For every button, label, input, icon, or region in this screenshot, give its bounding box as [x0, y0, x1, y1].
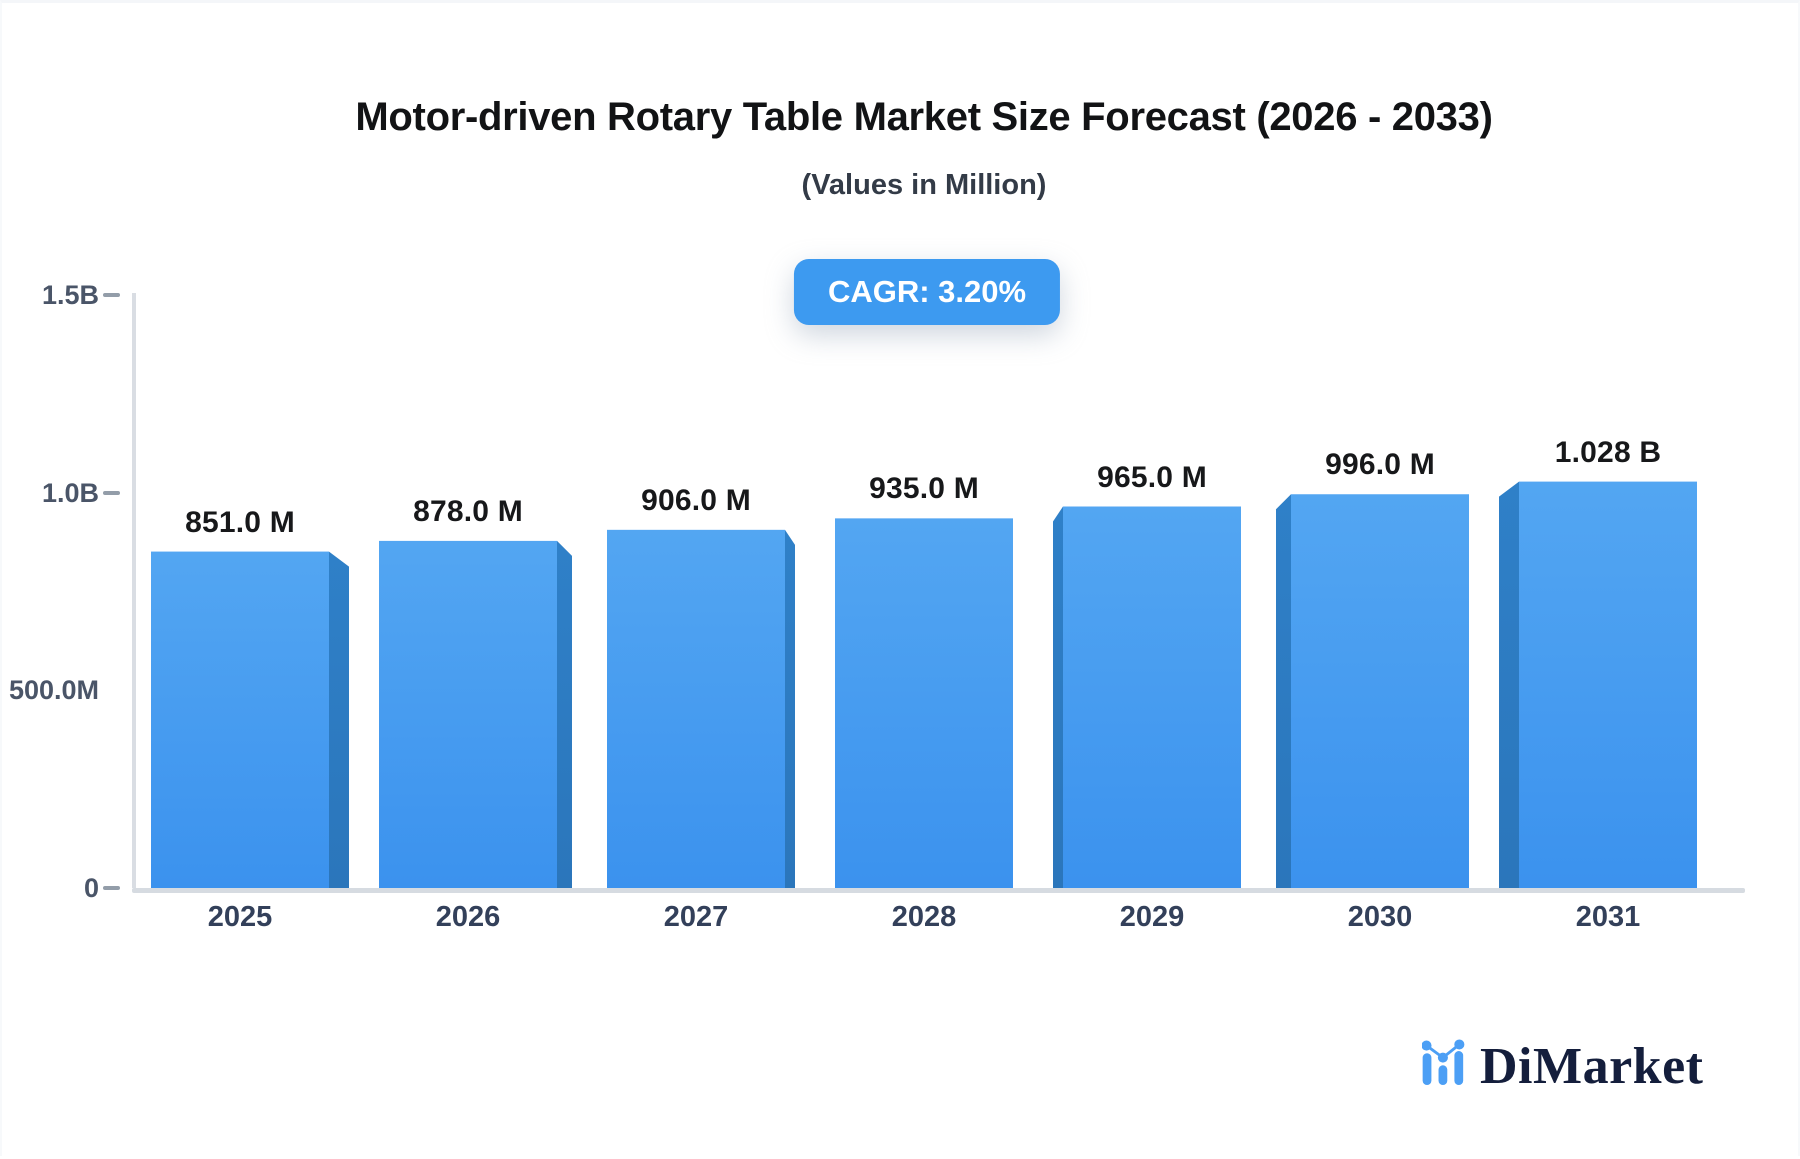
bar-side-face — [1276, 494, 1291, 888]
x-axis-label-2029: 2029 — [1119, 901, 1185, 933]
bar-value-label-2030: 996.0 M — [1325, 448, 1435, 482]
y-tick-dash — [103, 886, 120, 890]
bar-value-label-2027: 906.0 M — [641, 483, 751, 517]
bar-value-label-2028: 935.0 M — [869, 472, 979, 506]
bar-value-label-2026: 878.0 M — [413, 494, 523, 528]
x-axis-baseline — [132, 888, 1745, 893]
y-tick-label-500.0M: 500.0M — [8, 675, 99, 706]
bar-side-face — [1053, 506, 1063, 888]
bar-2026 — [379, 540, 572, 888]
logo-text: DiMarket — [1480, 1038, 1704, 1095]
y-tick-label-1.0B: 1.0B — [41, 477, 99, 508]
x-axis-label-2028: 2028 — [891, 901, 957, 933]
bar-chart-logo-icon — [1422, 1039, 1465, 1085]
bar-2028 — [835, 518, 1013, 888]
y-tick-dash — [103, 293, 120, 297]
bar-main-face — [835, 518, 1013, 888]
plot-area: 1.5B 1.0B 500.0M 0 851.0 M 2025 878.0 M 2026 906… — [2, 3, 1800, 1159]
bar-main-face — [1063, 506, 1241, 888]
bars-layer — [151, 481, 1697, 888]
y-tick-label-0: 0 — [83, 873, 99, 903]
chart-title: Motor-driven Rotary Table Market Size Fo… — [355, 95, 1493, 139]
cagr-badge: CAGR: 3.20% — [793, 259, 1061, 325]
bar-value-label-2029: 965.0 M — [1097, 460, 1207, 494]
x-axis-label-2027: 2027 — [663, 901, 729, 933]
bar-2031 — [1499, 481, 1697, 888]
bar-main-face — [607, 529, 785, 888]
bar-main-face — [1519, 481, 1697, 888]
bar-value-label-2025: 851.0 M — [185, 505, 295, 539]
y-axis-line — [132, 293, 136, 888]
chart-subtitle: (Values in Million) — [801, 169, 1047, 201]
x-axis-label-2030: 2030 — [1347, 901, 1413, 933]
x-axis-label-2031: 2031 — [1575, 901, 1641, 933]
bar-side-face — [785, 529, 795, 888]
bar-value-label-2031: 1.028 B — [1554, 435, 1662, 469]
brand-logo: DiMarket — [1422, 1039, 1703, 1095]
x-axis-label-2026: 2026 — [435, 901, 501, 933]
bar-side-face — [557, 540, 572, 888]
bar-side-face — [1499, 481, 1519, 888]
bar-2029 — [1053, 506, 1241, 888]
y-tick-dash — [103, 490, 120, 495]
y-tick-label-1.5B: 1.5B — [41, 280, 99, 310]
bar-2027 — [607, 529, 795, 888]
bar-2030 — [1276, 494, 1469, 888]
bar-main-face — [379, 540, 557, 888]
x-axis-label-2025: 2025 — [207, 901, 273, 933]
bar-main-face — [1291, 494, 1469, 888]
bar-2025 — [151, 551, 349, 888]
bar-side-face — [329, 551, 349, 888]
bar-main-face — [151, 551, 329, 888]
